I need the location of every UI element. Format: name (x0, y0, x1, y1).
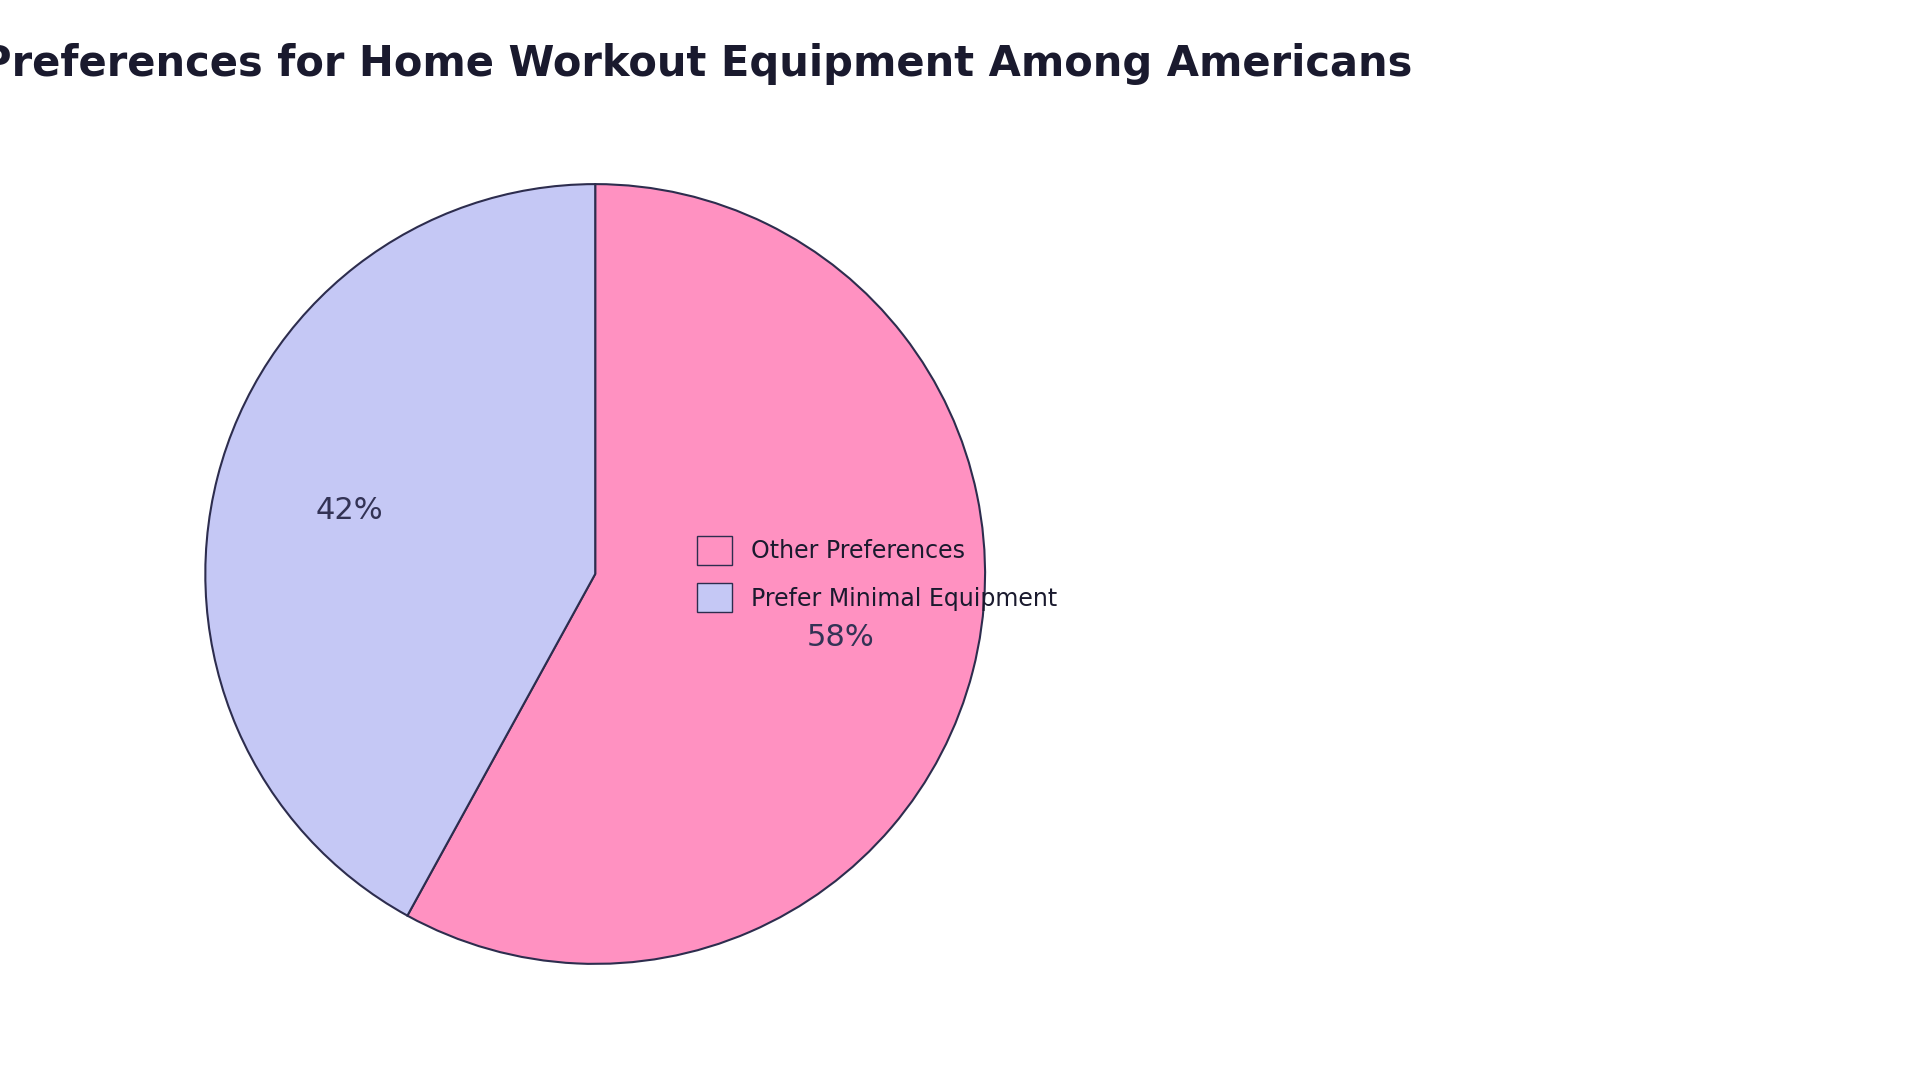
Legend: Other Preferences, Prefer Minimal Equipment: Other Preferences, Prefer Minimal Equipm… (685, 524, 1069, 624)
Wedge shape (407, 184, 985, 964)
Text: 42%: 42% (317, 496, 384, 525)
Wedge shape (205, 184, 595, 915)
Text: 58%: 58% (806, 623, 874, 652)
Text: Preferences for Home Workout Equipment Among Americans: Preferences for Home Workout Equipment A… (0, 43, 1413, 86)
